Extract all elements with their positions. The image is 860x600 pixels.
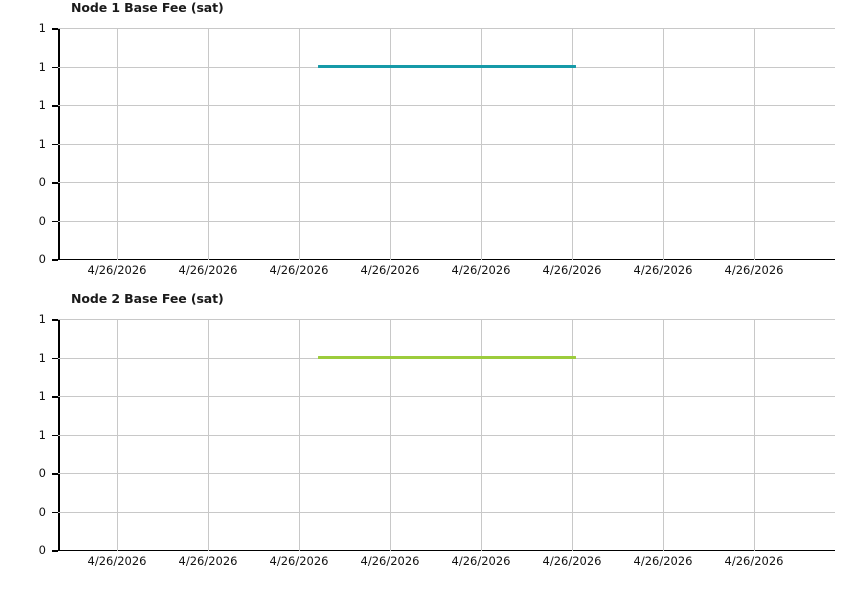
chart-2-gridline-v <box>299 319 300 551</box>
chart-1-x-label: 4/26/2026 <box>87 263 147 277</box>
chart-2-y-tick <box>52 357 58 359</box>
chart-1-y-label: 1 <box>38 136 46 151</box>
chart-1-x-axis-line <box>58 258 835 260</box>
chart-2-y-label: 1 <box>38 389 46 403</box>
chart-1-x-label: 4/26/2026 <box>633 263 693 277</box>
chart-2-title: Node 2 Base Fee (sat) <box>71 291 224 306</box>
chart-2-x-label: 4/26/2026 <box>542 554 602 568</box>
chart-2-y-label: 0 <box>38 543 46 557</box>
chart-1-y-label: 0 <box>38 213 46 228</box>
chart-1-x-label: 4/26/2026 <box>360 263 420 277</box>
chart-2-x-axis-line <box>58 549 835 551</box>
chart-2-gridline-v <box>572 319 573 551</box>
chart-1-gridline-h <box>58 28 835 29</box>
chart-2-series-line <box>318 356 576 359</box>
chart-1-plot-area <box>52 28 835 261</box>
chart-2-y-label: 1 <box>38 312 46 326</box>
chart-1-y-label: 1 <box>38 98 46 112</box>
chart-1-gridline-h <box>58 220 835 222</box>
chart-2-gridline-h <box>58 473 835 474</box>
chart-2-gridline-v <box>663 319 664 551</box>
chart-2-x-label: 4/26/2026 <box>360 554 420 568</box>
chart-2-x-label: 4/26/2026 <box>633 554 693 568</box>
chart-panel-node-1: Node 1 Base Fee (sat) <box>0 0 860 290</box>
chart-2-x-label: 4/26/2026 <box>269 554 329 568</box>
chart-1-gridline-v <box>390 28 391 260</box>
chart-panel-node-2: Node 2 Base Fee (sat) <box>0 291 860 581</box>
chart-1-gridline-h <box>58 143 835 145</box>
chart-1-x-label: 4/26/2026 <box>542 263 602 277</box>
chart-1-y-label: 1 <box>38 21 46 35</box>
chart-2-gridline-v <box>208 319 209 551</box>
chart-2-gridline-v <box>390 319 391 551</box>
chart-1-gridline-v <box>208 28 209 260</box>
chart-2-gridline-h <box>58 396 835 397</box>
chart-1-title: Node 1 Base Fee (sat) <box>71 0 224 15</box>
chart-1-gridline-v <box>481 28 482 260</box>
chart-1-y-label: 0 <box>38 252 46 266</box>
chart-1-x-label: 4/26/2026 <box>178 263 238 277</box>
chart-2-y-tick <box>52 511 58 513</box>
chart-2-gridline-h <box>58 511 835 513</box>
chart-2-gridline-v <box>117 319 118 551</box>
chart-1-y-tick <box>52 28 58 30</box>
chart-1-gridline-h <box>58 182 835 183</box>
chart-2-y-label: 1 <box>38 350 46 365</box>
chart-1-y-tick <box>52 259 58 261</box>
chart-1-gridline-v <box>754 28 755 260</box>
chart-2-y-tick <box>52 550 58 552</box>
chart-2-y-tick <box>52 319 58 321</box>
chart-1-gridline-v <box>299 28 300 260</box>
chart-1-x-label: 4/26/2026 <box>269 263 329 277</box>
chart-2-y-tick <box>52 473 58 475</box>
chart-1-y-tick <box>52 182 58 184</box>
chart-1-y-label: 1 <box>38 59 46 74</box>
chart-1-gridline-v <box>663 28 664 260</box>
chart-1-y-tick <box>52 105 58 107</box>
chart-1-gridline-v <box>117 28 118 260</box>
chart-1-y-tick <box>52 66 58 68</box>
chart-2-gridline-h <box>58 434 835 436</box>
chart-2-plot-area <box>52 319 835 552</box>
chart-2-gridline-v <box>754 319 755 551</box>
chart-2-x-label: 4/26/2026 <box>724 554 784 568</box>
chart-1-x-label: 4/26/2026 <box>451 263 511 277</box>
chart-1-series-line <box>318 65 576 68</box>
chart-1-y-tick <box>52 220 58 222</box>
chart-1-x-label: 4/26/2026 <box>724 263 784 277</box>
chart-2-y-label: 0 <box>38 466 46 480</box>
chart-2-y-label: 0 <box>38 504 46 519</box>
chart-2-x-label: 4/26/2026 <box>451 554 511 568</box>
chart-2-y-tick <box>52 396 58 398</box>
chart-2-x-label: 4/26/2026 <box>87 554 147 568</box>
chart-1-gridline-h <box>58 105 835 106</box>
chart-1-y-tick <box>52 143 58 145</box>
chart-2-gridline-h <box>58 319 835 320</box>
chart-2-y-tick <box>52 434 58 436</box>
chart-1-gridline-v <box>572 28 573 260</box>
chart-2-y-label: 1 <box>38 427 46 442</box>
chart-2-gridline-v <box>481 319 482 551</box>
chart-1-y-label: 0 <box>38 175 46 189</box>
chart-2-x-label: 4/26/2026 <box>178 554 238 568</box>
